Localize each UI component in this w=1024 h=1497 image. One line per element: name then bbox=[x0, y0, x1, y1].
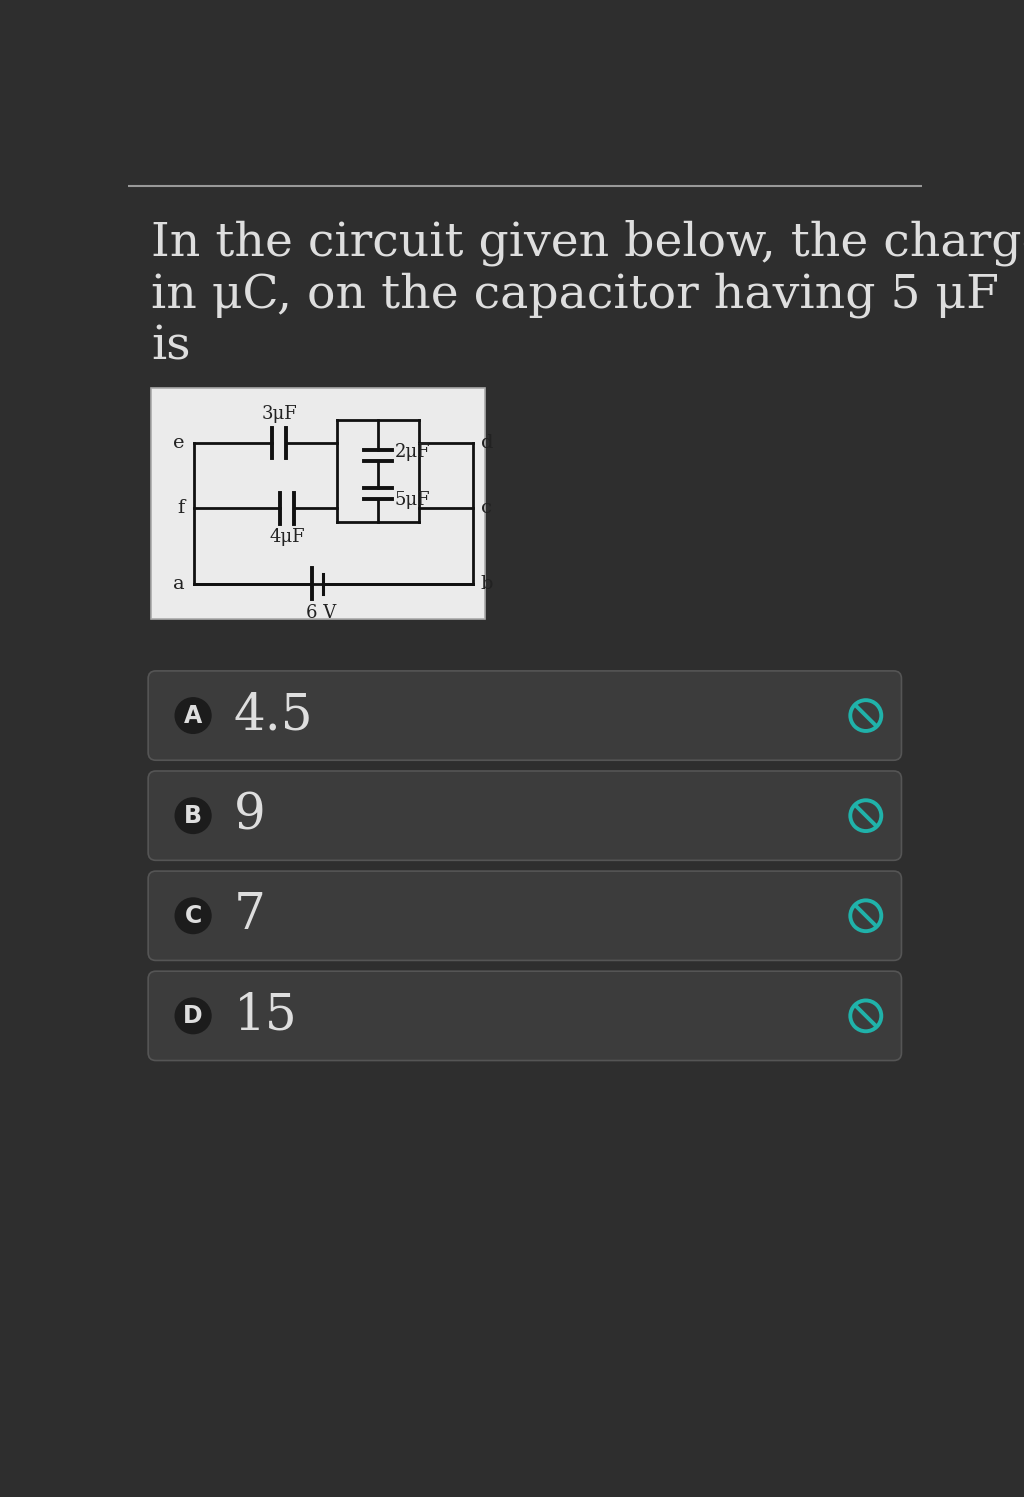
Text: is: is bbox=[152, 325, 190, 370]
Text: 2μF: 2μF bbox=[395, 443, 431, 461]
Text: f: f bbox=[177, 500, 184, 518]
Text: 6 V: 6 V bbox=[306, 603, 336, 621]
FancyBboxPatch shape bbox=[148, 771, 901, 861]
Text: c: c bbox=[480, 500, 492, 518]
Text: B: B bbox=[184, 804, 202, 828]
Text: 9: 9 bbox=[233, 790, 265, 840]
Text: 5μF: 5μF bbox=[395, 491, 431, 509]
Text: in μC, on the capacitor having 5 μF: in μC, on the capacitor having 5 μF bbox=[152, 272, 999, 317]
Text: d: d bbox=[480, 434, 494, 452]
Text: D: D bbox=[183, 1004, 203, 1028]
Text: A: A bbox=[184, 704, 202, 728]
Text: C: C bbox=[184, 904, 202, 928]
Text: 7: 7 bbox=[233, 891, 265, 940]
Circle shape bbox=[174, 698, 212, 734]
Circle shape bbox=[174, 997, 212, 1034]
Text: b: b bbox=[480, 575, 494, 593]
FancyBboxPatch shape bbox=[152, 388, 484, 618]
Text: 15: 15 bbox=[233, 991, 297, 1040]
Text: 4μF: 4μF bbox=[269, 528, 305, 546]
FancyBboxPatch shape bbox=[148, 671, 901, 760]
Circle shape bbox=[174, 897, 212, 934]
FancyBboxPatch shape bbox=[148, 972, 901, 1060]
Text: In the circuit given below, the charge: In the circuit given below, the charge bbox=[152, 220, 1024, 266]
Circle shape bbox=[174, 798, 212, 834]
Text: 3μF: 3μF bbox=[261, 406, 297, 424]
FancyBboxPatch shape bbox=[148, 871, 901, 961]
Text: e: e bbox=[173, 434, 184, 452]
Text: a: a bbox=[173, 575, 184, 593]
Text: 4.5: 4.5 bbox=[233, 690, 313, 741]
